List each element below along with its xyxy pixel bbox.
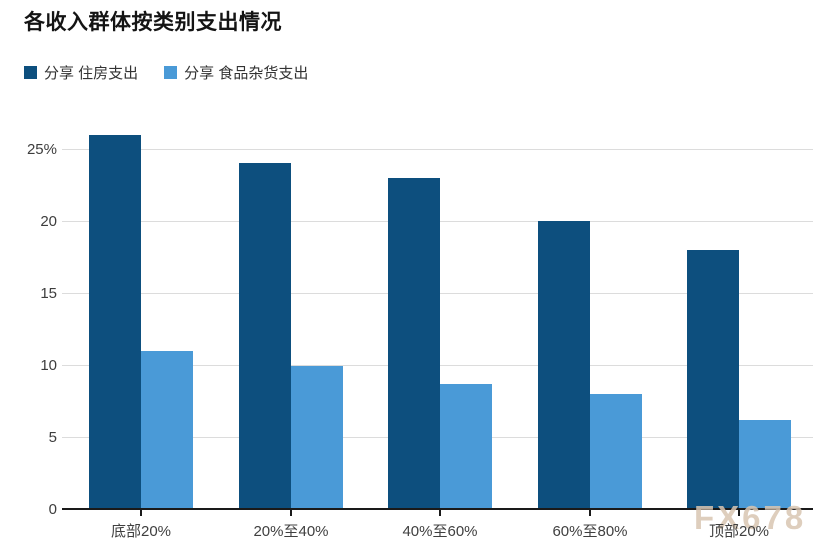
bar-groceries [141,351,193,509]
x-axis-category-label: 60%至80% [552,523,628,540]
bar-housing [89,135,141,509]
y-axis-tick-label: 20 [40,213,57,230]
y-axis-tick-label: 5 [48,429,57,446]
x-axis-tick [439,509,441,516]
y-axis-tick-label: 0 [48,501,57,518]
x-axis-category-label: 40%至60% [402,523,478,540]
bar-groceries [440,384,492,509]
legend-swatch-groceries-icon [164,66,178,79]
x-axis-category-label: 底部20% [110,523,172,540]
x-axis-tick [140,509,142,516]
bar-groceries [291,366,343,509]
legend: 分享 住房支出 分享 食品杂货支出 [24,62,308,83]
legend-item-housing: 分享 住房支出 [24,62,138,83]
x-axis-tick [738,509,740,516]
y-axis-tick-label: 15 [40,285,57,302]
legend-item-groceries: 分享 食品杂货支出 [164,62,308,83]
bar-housing [687,250,739,509]
bar-groceries [590,394,642,509]
bar-housing [538,221,590,509]
legend-label-groceries: 分享 食品杂货支出 [184,65,309,82]
bar-groceries [739,420,791,509]
y-axis-tick-label: 10 [40,357,57,374]
x-axis-tick [589,509,591,516]
gridline [62,149,813,150]
x-axis-line [62,508,813,510]
legend-label-housing: 分享 住房支出 [44,65,139,82]
y-axis-tick-label: 25% [26,141,57,158]
x-axis-category-label: 20%至40% [253,523,329,540]
bar-housing [239,163,291,509]
watermark: FX678 [694,499,807,536]
x-axis-tick [290,509,292,516]
legend-swatch-housing-icon [24,66,37,79]
x-axis-category-label: 顶部20% [708,523,770,540]
chart-title: 各收入群体按类别支出情况 [24,11,282,34]
bar-housing [388,178,440,509]
